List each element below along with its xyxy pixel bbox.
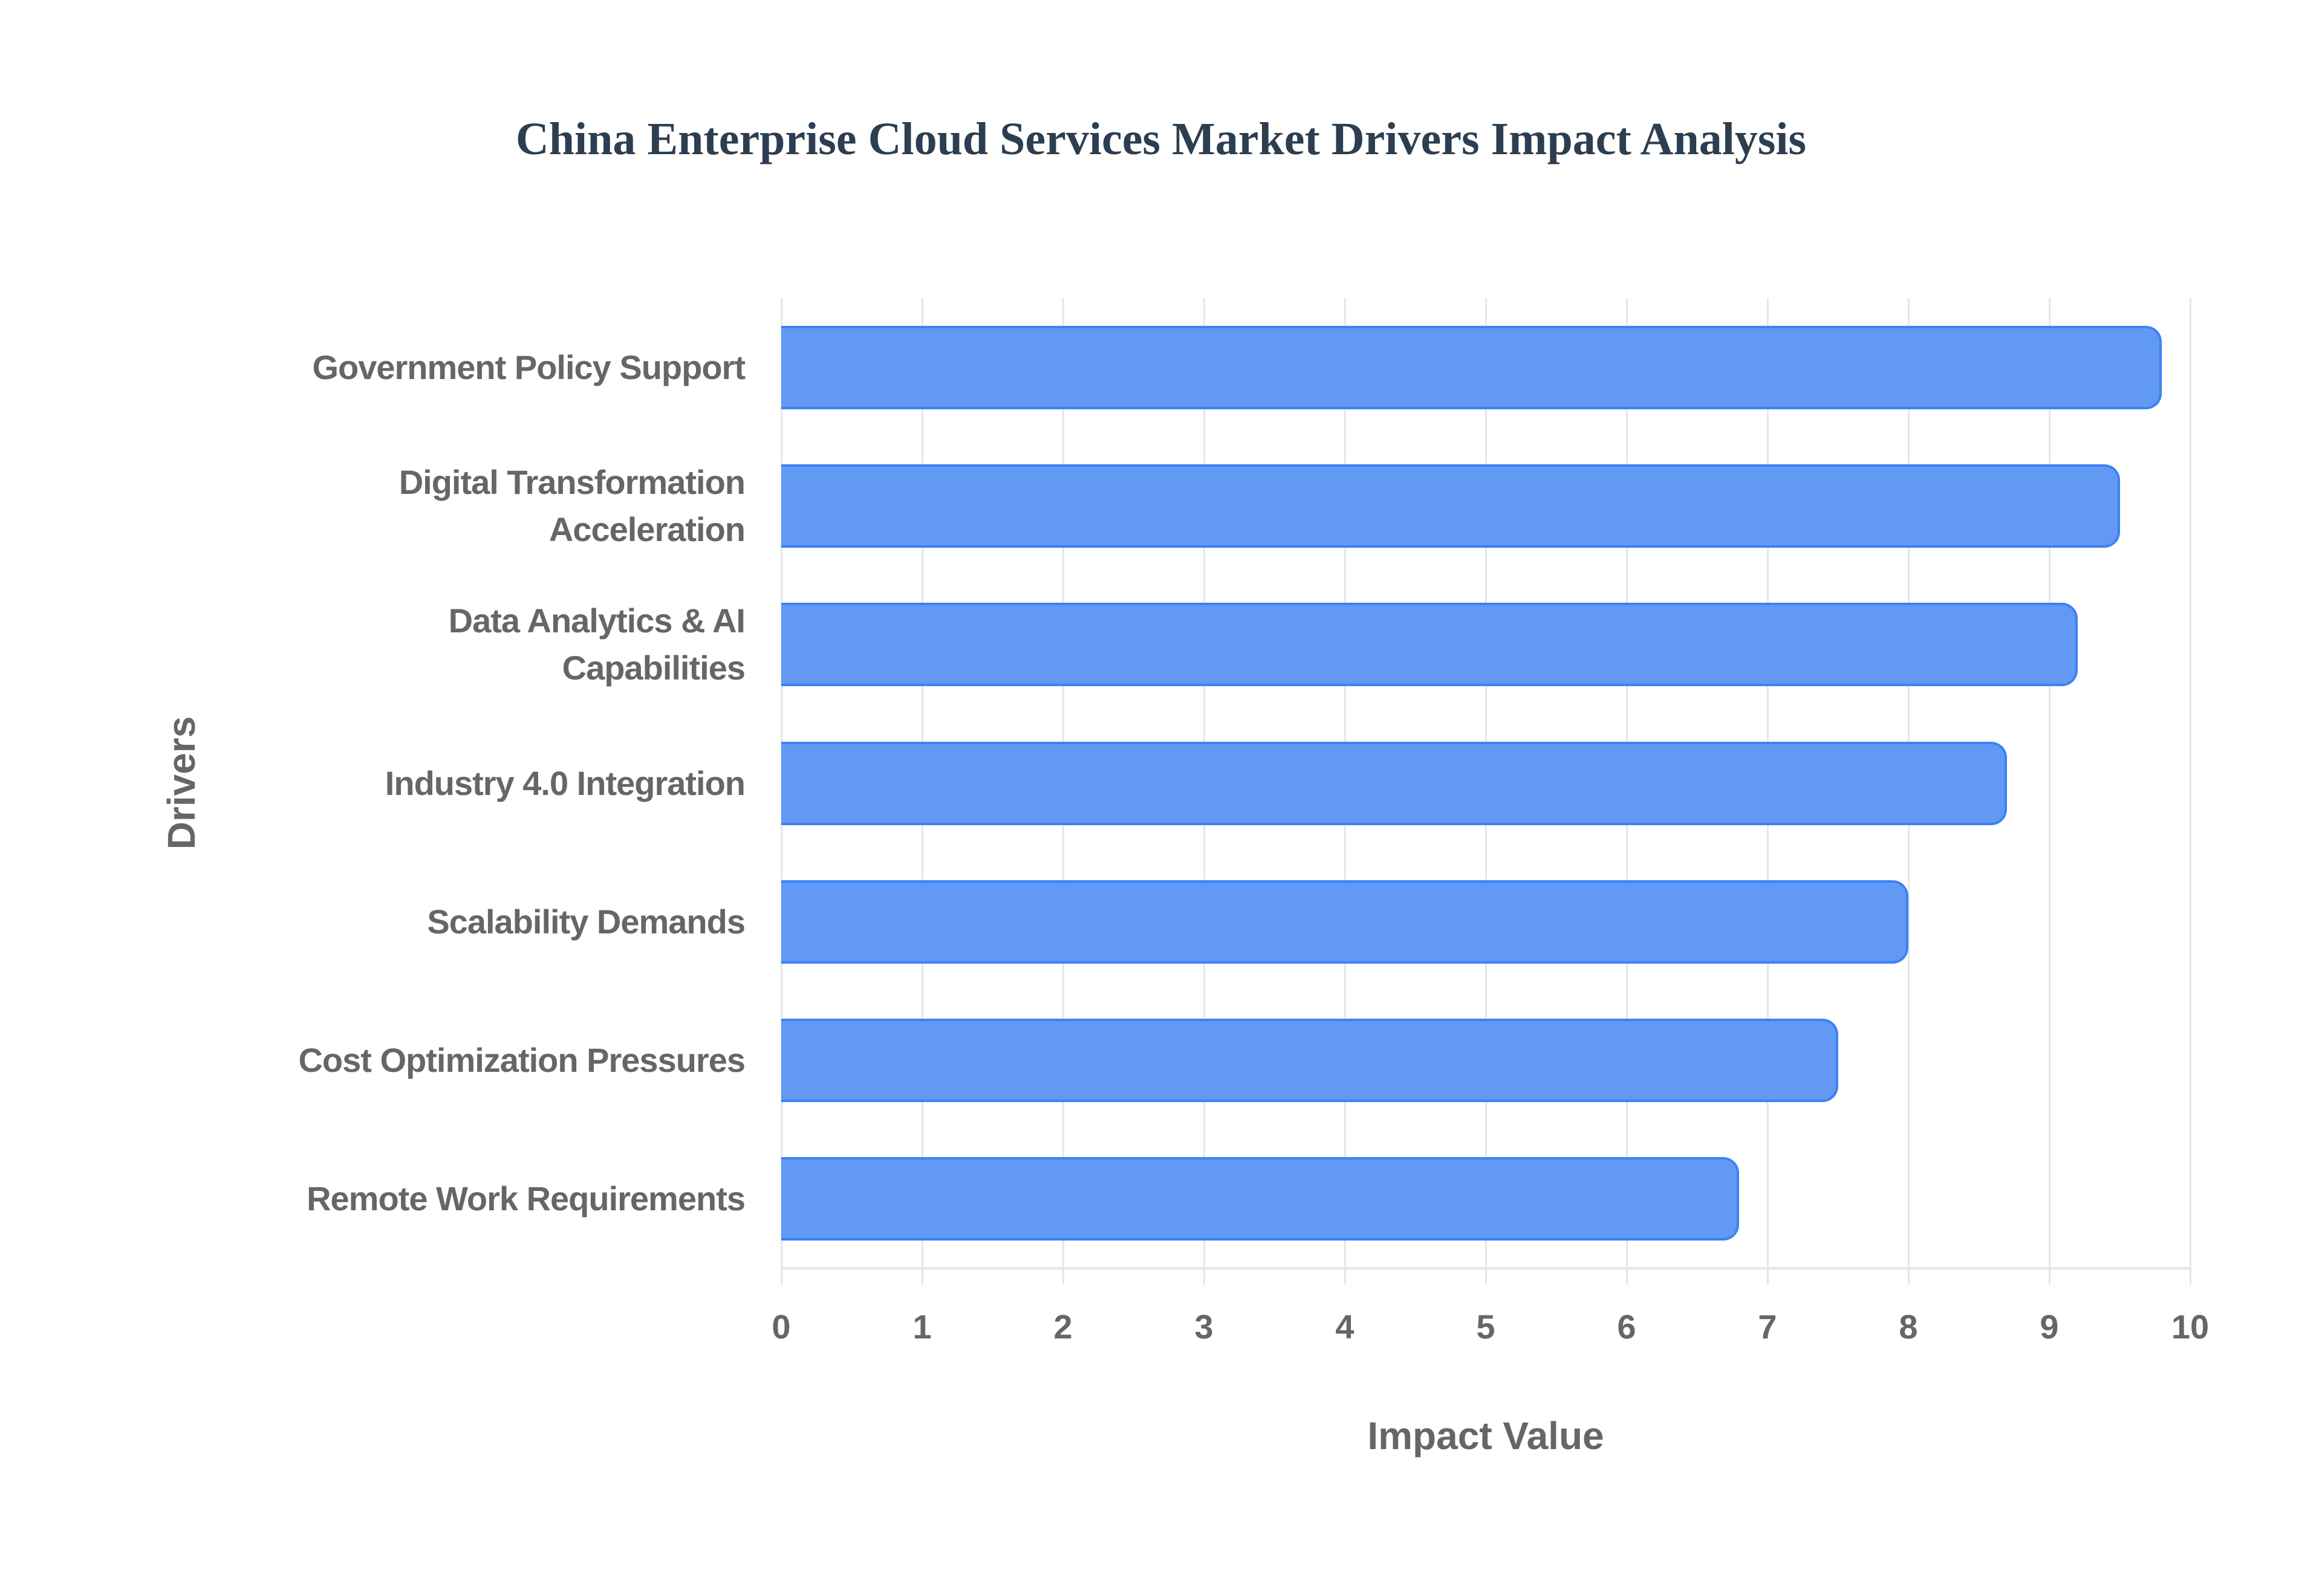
y-axis-label: Cost Optimization Pressures: [298, 1041, 746, 1080]
plot-area: [781, 298, 2191, 1285]
x-axis-tick-label: 3: [1194, 1308, 1214, 1346]
bar[interactable]: [781, 603, 2078, 687]
x-axis-tick-label: 10: [2171, 1308, 2210, 1346]
x-axis-title: Impact Value: [1367, 1414, 1604, 1458]
x-axis-tick-label: 0: [772, 1308, 791, 1346]
bar[interactable]: [781, 464, 2120, 548]
x-gridline: [2190, 298, 2191, 1285]
x-axis-tick-label: 4: [1335, 1308, 1354, 1346]
bar[interactable]: [781, 880, 1908, 964]
y-axis-label: Government Policy Support: [312, 348, 746, 386]
x-axis-tick-label: 8: [1899, 1308, 1918, 1346]
chart-title: China Enterprise Cloud Services Market D…: [515, 114, 1807, 164]
x-axis-tick-label: 2: [1053, 1308, 1073, 1346]
x-axis-tick-label: 1: [912, 1308, 932, 1346]
bar[interactable]: [781, 325, 2162, 409]
y-axis-label: Industry 4.0 Integration: [385, 764, 746, 802]
x-gridline: [2049, 298, 2050, 1285]
x-axis-tick-label: 9: [2040, 1308, 2059, 1346]
bar[interactable]: [781, 1019, 1838, 1103]
y-axis-label: Data Analytics & AI Capabilities: [448, 602, 746, 687]
bar[interactable]: [781, 1157, 1740, 1241]
x-axis-tick-label: 7: [1758, 1308, 1777, 1346]
x-axis-tick-label: 6: [1617, 1308, 1636, 1346]
x-axis-tick-label: 5: [1476, 1308, 1495, 1346]
y-axis-label: Scalability Demands: [427, 902, 746, 941]
y-axis-label: Remote Work Requirements: [307, 1179, 746, 1218]
bar[interactable]: [781, 741, 2008, 825]
y-axis-label: Digital Transformation Acceleration: [398, 462, 746, 548]
